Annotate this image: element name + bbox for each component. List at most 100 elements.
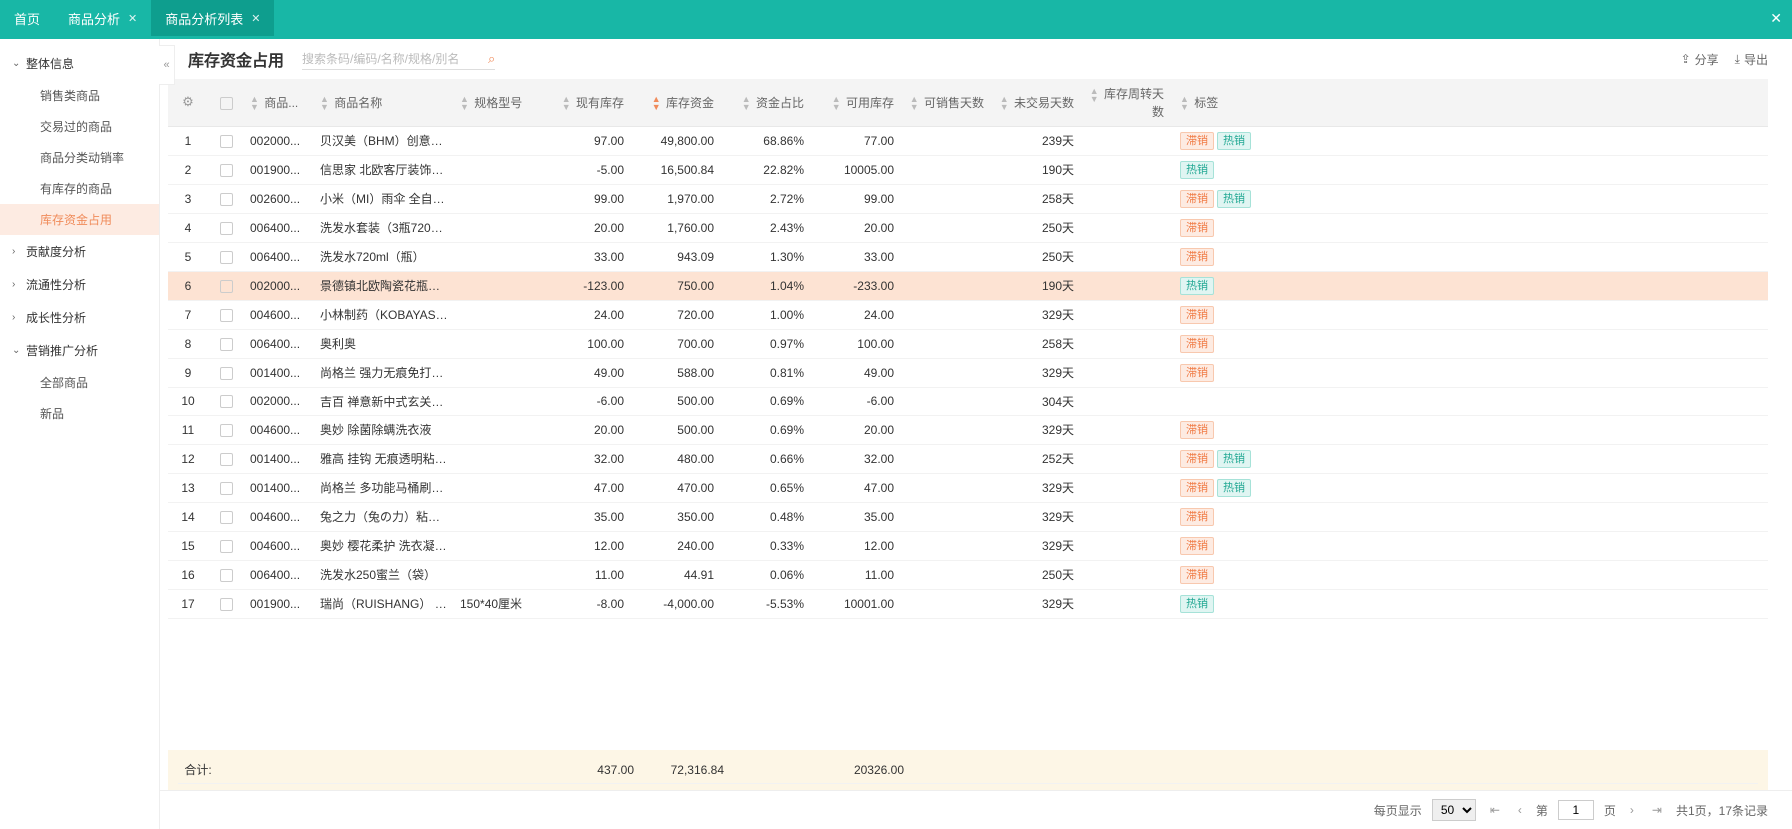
first-page-icon[interactable]: ⇤ [1486, 803, 1504, 817]
table-row[interactable]: 16006400...洗发水250蜜兰（袋）11.0044.910.06%11.… [168, 560, 1768, 589]
gear-icon[interactable]: ⚙ [182, 94, 194, 109]
sort-icon[interactable]: ▲▼ [320, 95, 329, 111]
cell-turn [1084, 444, 1174, 473]
row-checkbox[interactable] [220, 598, 233, 611]
row-checkbox[interactable] [220, 251, 233, 264]
sort-icon[interactable]: ▲▼ [1090, 87, 1099, 103]
cell-noTx: 250天 [994, 213, 1084, 242]
share-button[interactable]: ⇪ 分享 [1681, 51, 1719, 68]
row-checkbox[interactable] [220, 424, 233, 437]
table-row[interactable]: 12001400...雅高 挂钩 无痕透明粘钩 强力32.00480.000.6… [168, 444, 1768, 473]
cell-code: 002000... [244, 387, 314, 415]
sidebar-group[interactable]: ›成长性分析 [0, 301, 159, 334]
row-checkbox[interactable] [220, 164, 233, 177]
column-header[interactable]: ▲▼ 商品... [244, 79, 314, 126]
row-checkbox[interactable] [220, 367, 233, 380]
table-row[interactable]: 1002000...贝汉美（BHM）创意北欧…97.0049,800.0068.… [168, 126, 1768, 155]
sort-icon[interactable]: ▲▼ [250, 95, 259, 111]
sort-icon[interactable]: ▲▼ [562, 95, 571, 111]
tab-首页[interactable]: 首页 [0, 0, 54, 36]
row-checkbox[interactable] [220, 453, 233, 466]
cell-qty: 20.00 [544, 213, 634, 242]
cell-fund: 240.00 [634, 531, 724, 560]
sort-icon[interactable]: ▲▼ [832, 95, 841, 111]
column-header[interactable]: ▲▼ 规格型号 [454, 79, 544, 126]
sidebar-item[interactable]: 交易过的商品 [0, 111, 159, 142]
cell-saleDays [904, 415, 994, 444]
table-row[interactable]: 7004600...小林制药（KOBAYASHI）日24.00720.001.0… [168, 300, 1768, 329]
row-checkbox[interactable] [220, 338, 233, 351]
row-checkbox[interactable] [220, 540, 233, 553]
cell-saleDays [904, 473, 994, 502]
row-index: 7 [168, 300, 208, 329]
sidebar-group[interactable]: ›流通性分析 [0, 268, 159, 301]
row-checkbox[interactable] [220, 193, 233, 206]
next-page-icon[interactable]: › [1626, 803, 1638, 817]
table-row[interactable]: 2001900...信思家 北欧客厅装饰画卧室-5.0016,500.8422.… [168, 155, 1768, 184]
cell-noTx: 329天 [994, 473, 1084, 502]
search-input[interactable] [302, 52, 482, 66]
row-checkbox[interactable] [220, 395, 233, 408]
column-header[interactable]: ▲▼ 未交易天数 [994, 79, 1084, 126]
window-close-icon[interactable]: ✕ [1770, 0, 1782, 36]
select-all-checkbox[interactable] [220, 97, 233, 110]
table-row[interactable]: 11004600...奥妙 除菌除螨洗衣液20.00500.000.69%20.… [168, 415, 1768, 444]
table-row[interactable]: 8006400...奥利奥100.00700.000.97%100.00258天… [168, 329, 1768, 358]
tab-商品分析[interactable]: 商品分析✕ [54, 0, 151, 36]
sidebar-item[interactable]: 库存资金占用 [0, 204, 159, 235]
cell-qty: -123.00 [544, 271, 634, 300]
sidebar-group[interactable]: ⌄整体信息 [0, 47, 159, 80]
row-checkbox[interactable] [220, 569, 233, 582]
sidebar-group[interactable]: ›贡献度分析 [0, 235, 159, 268]
table-row[interactable]: 6002000...景德镇北欧陶瓷花瓶摆件 仿-123.00750.001.04… [168, 271, 1768, 300]
cell-saleDays [904, 184, 994, 213]
prev-page-icon[interactable]: ‹ [1514, 803, 1526, 817]
tab-商品分析列表[interactable]: 商品分析列表✕ [151, 0, 274, 36]
row-checkbox[interactable] [220, 511, 233, 524]
sort-icon[interactable]: ▲▼ [460, 95, 469, 111]
table-row[interactable]: 3002600...小米（MI）雨伞 全自动折叠99.001,970.002.7… [168, 184, 1768, 213]
table-row[interactable]: 14004600...兔之力（兔の力）粘毛器粘35.00350.000.48%3… [168, 502, 1768, 531]
table-row[interactable]: 10002000...吉百 禅意新中式玄关摆件客-6.00500.000.69%… [168, 387, 1768, 415]
column-header[interactable]: ▲▼ 库存资金 [634, 79, 724, 126]
sort-icon[interactable]: ▲▼ [1000, 95, 1009, 111]
sort-icon[interactable]: ▲▼ [910, 95, 919, 111]
page-input[interactable] [1558, 800, 1594, 820]
row-checkbox[interactable] [220, 309, 233, 322]
table-row[interactable]: 17001900...瑞尚（RUISHANG） 卧室…150*40厘米-8.00… [168, 589, 1768, 618]
row-checkbox[interactable] [220, 280, 233, 293]
sidebar-item[interactable]: 有库存的商品 [0, 173, 159, 204]
sort-icon[interactable]: ▲▼ [1180, 95, 1189, 111]
column-header[interactable]: ▲▼ 资金占比 [724, 79, 814, 126]
row-checkbox[interactable] [220, 135, 233, 148]
tab-close-icon[interactable]: ✕ [251, 12, 260, 25]
sidebar-item[interactable]: 商品分类动销率 [0, 142, 159, 173]
column-header[interactable]: ▲▼ 现有库存 [544, 79, 634, 126]
table-row[interactable]: 9001400...尚格兰 强力无痕免打孔浴室49.00588.000.81%4… [168, 358, 1768, 387]
row-checkbox[interactable] [220, 482, 233, 495]
sidebar-group[interactable]: ⌄营销推广分析 [0, 334, 159, 367]
column-header[interactable]: ▲▼ 商品名称 [314, 79, 454, 126]
table-row[interactable]: 5006400...洗发水720ml（瓶）33.00943.091.30%33.… [168, 242, 1768, 271]
last-page-icon[interactable]: ⇥ [1648, 803, 1666, 817]
tab-close-icon[interactable]: ✕ [128, 12, 137, 25]
export-button[interactable]: ⤓ 导出 [1735, 51, 1768, 68]
column-header[interactable]: ▲▼ 标签 [1174, 79, 1264, 126]
cell-saleDays [904, 271, 994, 300]
table-row[interactable]: 13001400...尚格兰 多功能马桶刷套装 马47.00470.000.65… [168, 473, 1768, 502]
table-row[interactable]: 4006400...洗发水套装（3瓶720ml+1…20.001,760.002… [168, 213, 1768, 242]
cell-code: 006400... [244, 242, 314, 271]
table-row[interactable]: 15004600...奥妙 樱花柔护 洗衣凝珠 1012.00240.000.3… [168, 531, 1768, 560]
per-page-select[interactable]: 50 [1432, 799, 1476, 821]
row-checkbox[interactable] [220, 222, 233, 235]
column-header[interactable]: ▲▼ 可销售天数 [904, 79, 994, 126]
column-header[interactable]: ▲▼ 可用库存 [814, 79, 904, 126]
sort-icon[interactable]: ▲▼ [652, 95, 661, 111]
search-icon[interactable]: ⌕ [488, 51, 495, 67]
sidebar-item[interactable]: 销售类商品 [0, 80, 159, 111]
sidebar-item[interactable]: 新品 [0, 398, 159, 429]
column-header[interactable]: ▲▼ 库存周转天数 [1084, 79, 1174, 126]
sort-icon[interactable]: ▲▼ [742, 95, 751, 111]
sidebar-item[interactable]: 全部商品 [0, 367, 159, 398]
sidebar-collapse-icon[interactable]: « [159, 45, 175, 85]
